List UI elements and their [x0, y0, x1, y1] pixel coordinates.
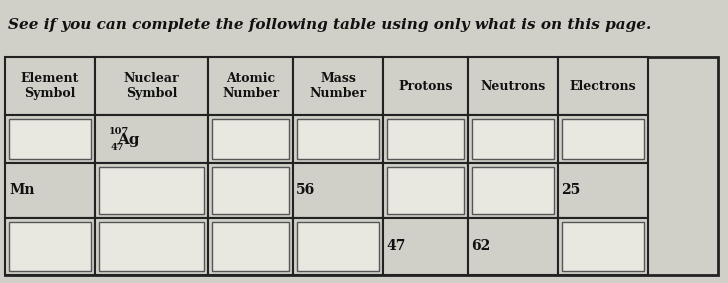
- Bar: [293, 218, 383, 275]
- Text: 25: 25: [561, 183, 580, 198]
- Bar: [468, 57, 558, 115]
- Bar: [212, 222, 289, 271]
- Bar: [208, 163, 293, 218]
- Bar: [472, 167, 554, 214]
- Bar: [468, 115, 558, 163]
- Bar: [95, 57, 208, 115]
- Bar: [95, 218, 208, 275]
- Bar: [5, 218, 95, 275]
- Bar: [293, 115, 383, 163]
- Bar: [558, 163, 648, 218]
- Bar: [387, 167, 464, 214]
- Text: 47: 47: [111, 143, 124, 151]
- Text: Electrons: Electrons: [570, 80, 636, 93]
- Bar: [212, 167, 289, 214]
- Text: Atomic
Number: Atomic Number: [222, 72, 279, 100]
- Bar: [383, 218, 468, 275]
- Bar: [383, 115, 468, 163]
- Bar: [212, 119, 289, 159]
- Text: Mn: Mn: [9, 183, 34, 198]
- Text: See if you can complete the following table using only what is on this page.: See if you can complete the following ta…: [8, 18, 652, 32]
- Bar: [208, 218, 293, 275]
- Bar: [383, 57, 468, 115]
- Bar: [95, 163, 208, 218]
- Bar: [99, 167, 204, 214]
- Bar: [297, 222, 379, 271]
- Bar: [468, 218, 558, 275]
- Bar: [9, 119, 91, 159]
- Bar: [99, 222, 204, 271]
- Text: Neutrons: Neutrons: [480, 80, 545, 93]
- Text: Ag: Ag: [117, 133, 140, 147]
- Bar: [5, 57, 718, 275]
- Bar: [5, 57, 95, 115]
- Bar: [383, 163, 468, 218]
- Text: Protons: Protons: [398, 80, 453, 93]
- Bar: [472, 119, 554, 159]
- Bar: [95, 115, 208, 163]
- Bar: [293, 57, 383, 115]
- Bar: [468, 163, 558, 218]
- Bar: [558, 115, 648, 163]
- Bar: [5, 115, 95, 163]
- Text: Element
Symbol: Element Symbol: [21, 72, 79, 100]
- Bar: [208, 57, 293, 115]
- Text: Mass
Number: Mass Number: [309, 72, 367, 100]
- Bar: [9, 222, 91, 271]
- Bar: [208, 115, 293, 163]
- Text: Nuclear
Symbol: Nuclear Symbol: [124, 72, 179, 100]
- Text: 47: 47: [386, 239, 405, 254]
- Text: 56: 56: [296, 183, 315, 198]
- Bar: [558, 57, 648, 115]
- Bar: [293, 163, 383, 218]
- Bar: [562, 119, 644, 159]
- Bar: [5, 163, 95, 218]
- Bar: [387, 119, 464, 159]
- Bar: [562, 222, 644, 271]
- Bar: [558, 218, 648, 275]
- Text: 62: 62: [471, 239, 490, 254]
- Text: 107: 107: [109, 128, 130, 136]
- Bar: [297, 119, 379, 159]
